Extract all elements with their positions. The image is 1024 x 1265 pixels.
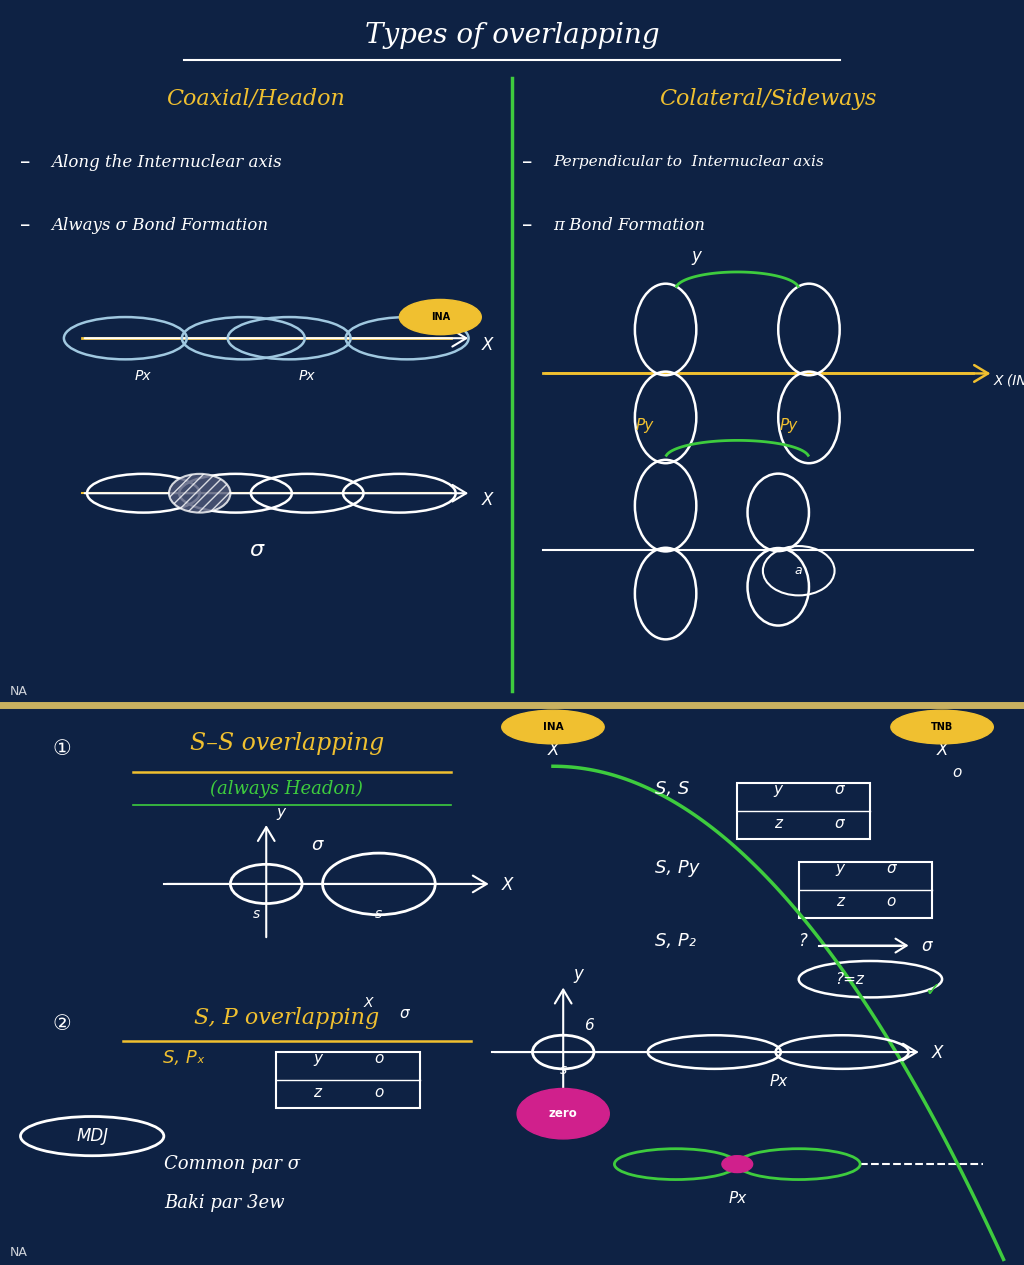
Bar xyxy=(276,1052,420,1108)
Text: o: o xyxy=(952,765,962,781)
Text: –: – xyxy=(522,215,532,235)
Text: X: X xyxy=(364,997,374,1011)
Text: Py: Py xyxy=(636,417,654,433)
Text: NA: NA xyxy=(10,684,28,697)
Bar xyxy=(799,861,932,917)
Text: ②: ② xyxy=(52,1015,71,1034)
Text: Py: Py xyxy=(779,417,798,433)
Text: Baki par 3ew: Baki par 3ew xyxy=(164,1194,285,1212)
Ellipse shape xyxy=(502,710,604,744)
Text: ?=z: ?=z xyxy=(836,972,864,987)
Text: ①: ① xyxy=(52,740,71,759)
Text: zero: zero xyxy=(549,1107,578,1121)
Text: –: – xyxy=(20,152,31,172)
Text: (always Headon): (always Headon) xyxy=(210,779,364,798)
Text: Common par σ: Common par σ xyxy=(164,1155,300,1173)
Text: TNB: TNB xyxy=(931,722,953,732)
Circle shape xyxy=(517,1088,609,1139)
Text: Perpendicular to  Internuclear axis: Perpendicular to Internuclear axis xyxy=(553,156,823,170)
Text: σ: σ xyxy=(886,860,896,875)
Text: Always σ Bond Formation: Always σ Bond Formation xyxy=(51,218,268,234)
Text: o: o xyxy=(374,1085,384,1099)
Text: y: y xyxy=(691,247,701,264)
Text: a: a xyxy=(795,564,803,577)
Text: σ: σ xyxy=(399,1007,409,1021)
Text: π Bond Formation: π Bond Formation xyxy=(553,218,705,234)
Text: y: y xyxy=(774,782,782,797)
Text: S, S: S, S xyxy=(655,781,689,798)
Text: Coaxial/Headon: Coaxial/Headon xyxy=(167,87,345,110)
Text: –: – xyxy=(20,215,31,235)
Text: y: y xyxy=(313,1051,322,1066)
Text: Types of overlapping: Types of overlapping xyxy=(365,22,659,49)
Text: S, P overlapping: S, P overlapping xyxy=(195,1007,379,1030)
Ellipse shape xyxy=(399,300,481,335)
Text: z: z xyxy=(836,894,844,910)
Text: y: y xyxy=(836,860,844,875)
Text: o: o xyxy=(374,1051,384,1066)
Text: S–S overlapping: S–S overlapping xyxy=(189,732,384,755)
Text: Colateral/Sideways: Colateral/Sideways xyxy=(659,87,877,110)
Text: y: y xyxy=(573,965,584,983)
Text: X: X xyxy=(936,741,948,759)
Text: Px: Px xyxy=(728,1192,746,1207)
Text: S, Py: S, Py xyxy=(655,859,699,877)
Text: σ: σ xyxy=(835,816,845,831)
Text: NA: NA xyxy=(10,1246,28,1260)
Text: σ: σ xyxy=(249,540,263,559)
Text: X: X xyxy=(481,336,493,354)
Text: z: z xyxy=(774,816,782,831)
Text: o: o xyxy=(886,894,896,910)
Text: y: y xyxy=(276,805,286,820)
Text: INA: INA xyxy=(543,722,563,732)
Text: X: X xyxy=(481,491,493,510)
Text: X: X xyxy=(932,1044,943,1061)
Text: z: z xyxy=(313,1085,322,1099)
Text: S, Pₓ: S, Pₓ xyxy=(164,1049,205,1068)
Text: ?: ? xyxy=(799,931,808,950)
Text: ✓: ✓ xyxy=(924,980,940,999)
Ellipse shape xyxy=(169,474,230,512)
Text: 6: 6 xyxy=(584,1017,594,1032)
Text: σ: σ xyxy=(835,782,845,797)
Text: Px: Px xyxy=(769,1074,787,1089)
Circle shape xyxy=(722,1156,753,1173)
Text: X: X xyxy=(547,741,559,759)
Text: Px: Px xyxy=(135,369,152,383)
Bar xyxy=(737,783,870,839)
Text: MDJ: MDJ xyxy=(76,1127,109,1145)
Text: X: X xyxy=(502,875,513,893)
Text: s: s xyxy=(375,907,383,921)
Text: INA: INA xyxy=(431,312,450,323)
Text: Along the Internuclear axis: Along the Internuclear axis xyxy=(51,153,282,171)
Text: s: s xyxy=(559,1064,567,1078)
Text: –: – xyxy=(522,152,532,172)
Ellipse shape xyxy=(891,710,993,744)
Text: s: s xyxy=(252,907,260,921)
Text: S, P₂: S, P₂ xyxy=(655,931,696,950)
Text: Px: Px xyxy=(299,369,315,383)
Text: σ: σ xyxy=(922,937,932,955)
Text: X (IN: X (IN xyxy=(993,373,1024,387)
Text: σ: σ xyxy=(311,836,324,854)
